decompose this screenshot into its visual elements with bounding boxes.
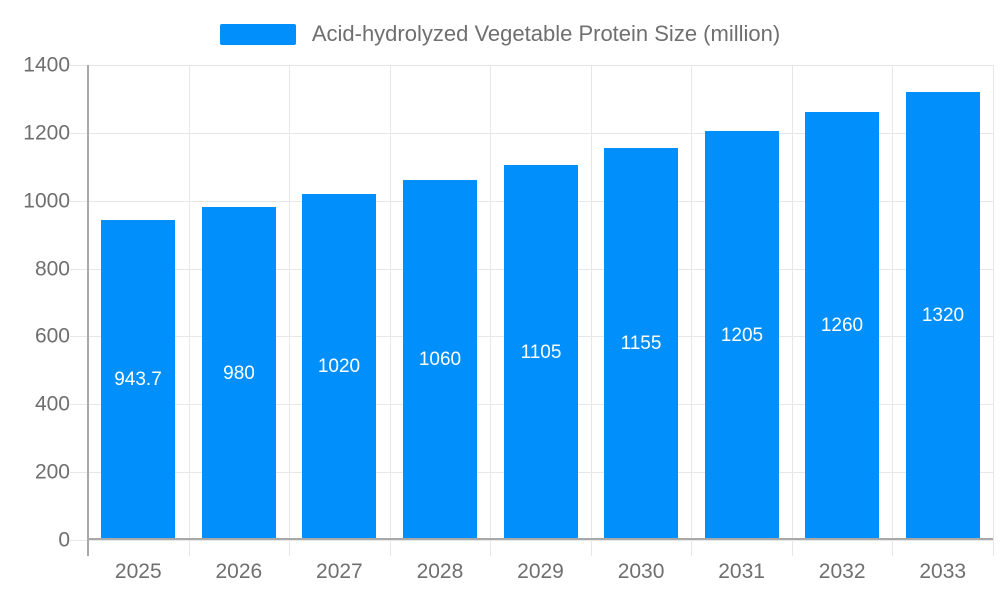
x-axis-label-2030: 2030 <box>617 560 665 583</box>
y-axis-label: 400 <box>34 392 70 416</box>
bar-value-label: 1020 <box>317 356 361 377</box>
bar-value-label: 1260 <box>820 315 864 336</box>
x-axis-label-2031: 2031 <box>718 560 765 583</box>
bar-2027[interactable]: 1020 <box>302 194 376 540</box>
v-gridline <box>189 65 190 556</box>
bar-2026[interactable]: 980 <box>202 207 276 540</box>
v-gridline <box>691 65 692 556</box>
legend-label: Acid-hydrolyzed Vegetable Protein Size (… <box>311 21 781 46</box>
v-gridline <box>390 65 391 556</box>
bar-2030[interactable]: 1155 <box>604 148 678 540</box>
bar-2033[interactable]: 1320 <box>906 92 980 540</box>
y-axis-label: 1400 <box>23 53 70 77</box>
y-axis-label: 600 <box>34 324 70 348</box>
x-axis-label-2029: 2029 <box>517 560 564 583</box>
v-gridline <box>792 65 793 556</box>
x-axis-line <box>88 538 993 540</box>
legend: Acid-hydrolyzed Vegetable Protein Size (… <box>0 21 1000 46</box>
y-axis-label: 1000 <box>23 189 70 213</box>
plot-area: 943.7 980 1020 1060 1105 1155 1205 1260 1320 <box>70 65 994 556</box>
v-gridline <box>289 65 290 556</box>
y-axis-label: 0 <box>58 528 70 552</box>
bar-2031[interactable]: 1205 <box>705 131 779 540</box>
y-axis-label: 800 <box>34 257 70 281</box>
x-axis-label-2028: 2028 <box>416 560 464 583</box>
bar-value-label: 1155 <box>620 333 662 354</box>
bar-value-label: 943.7 <box>114 369 162 390</box>
x-axis-label-2025: 2025 <box>114 560 162 583</box>
v-gridline <box>993 65 994 556</box>
bar-value-label: 1320 <box>921 305 965 326</box>
x-axis-label-2032: 2032 <box>818 560 866 583</box>
v-gridline <box>490 65 491 556</box>
h-gridline <box>70 65 993 66</box>
v-gridline <box>892 65 893 556</box>
v-gridline <box>591 65 592 556</box>
legend-swatch <box>219 23 296 45</box>
x-axis-label-2033: 2033 <box>919 560 967 583</box>
bar-value-label: 1205 <box>720 324 764 346</box>
h-gridline <box>70 133 993 134</box>
x-axis-label-2027: 2027 <box>316 560 363 583</box>
y-axis-label: 1200 <box>23 121 70 145</box>
bar-value-label: 980 <box>223 362 255 384</box>
bar-2025[interactable]: 943.7 <box>101 220 175 540</box>
y-axis-label: 200 <box>34 460 70 484</box>
h-gridline <box>70 540 993 541</box>
bar-value-label: 1060 <box>418 349 462 370</box>
bar-2032[interactable]: 1260 <box>805 112 879 540</box>
bar-value-label: 1105 <box>520 341 562 363</box>
y-axis-line <box>87 65 89 556</box>
bar-2029[interactable]: 1105 <box>504 165 578 540</box>
legend-item[interactable]: Acid-hydrolyzed Vegetable Protein Size (… <box>219 21 781 46</box>
x-axis-label-2026: 2026 <box>215 560 263 583</box>
bar-2028[interactable]: 1060 <box>403 180 477 540</box>
